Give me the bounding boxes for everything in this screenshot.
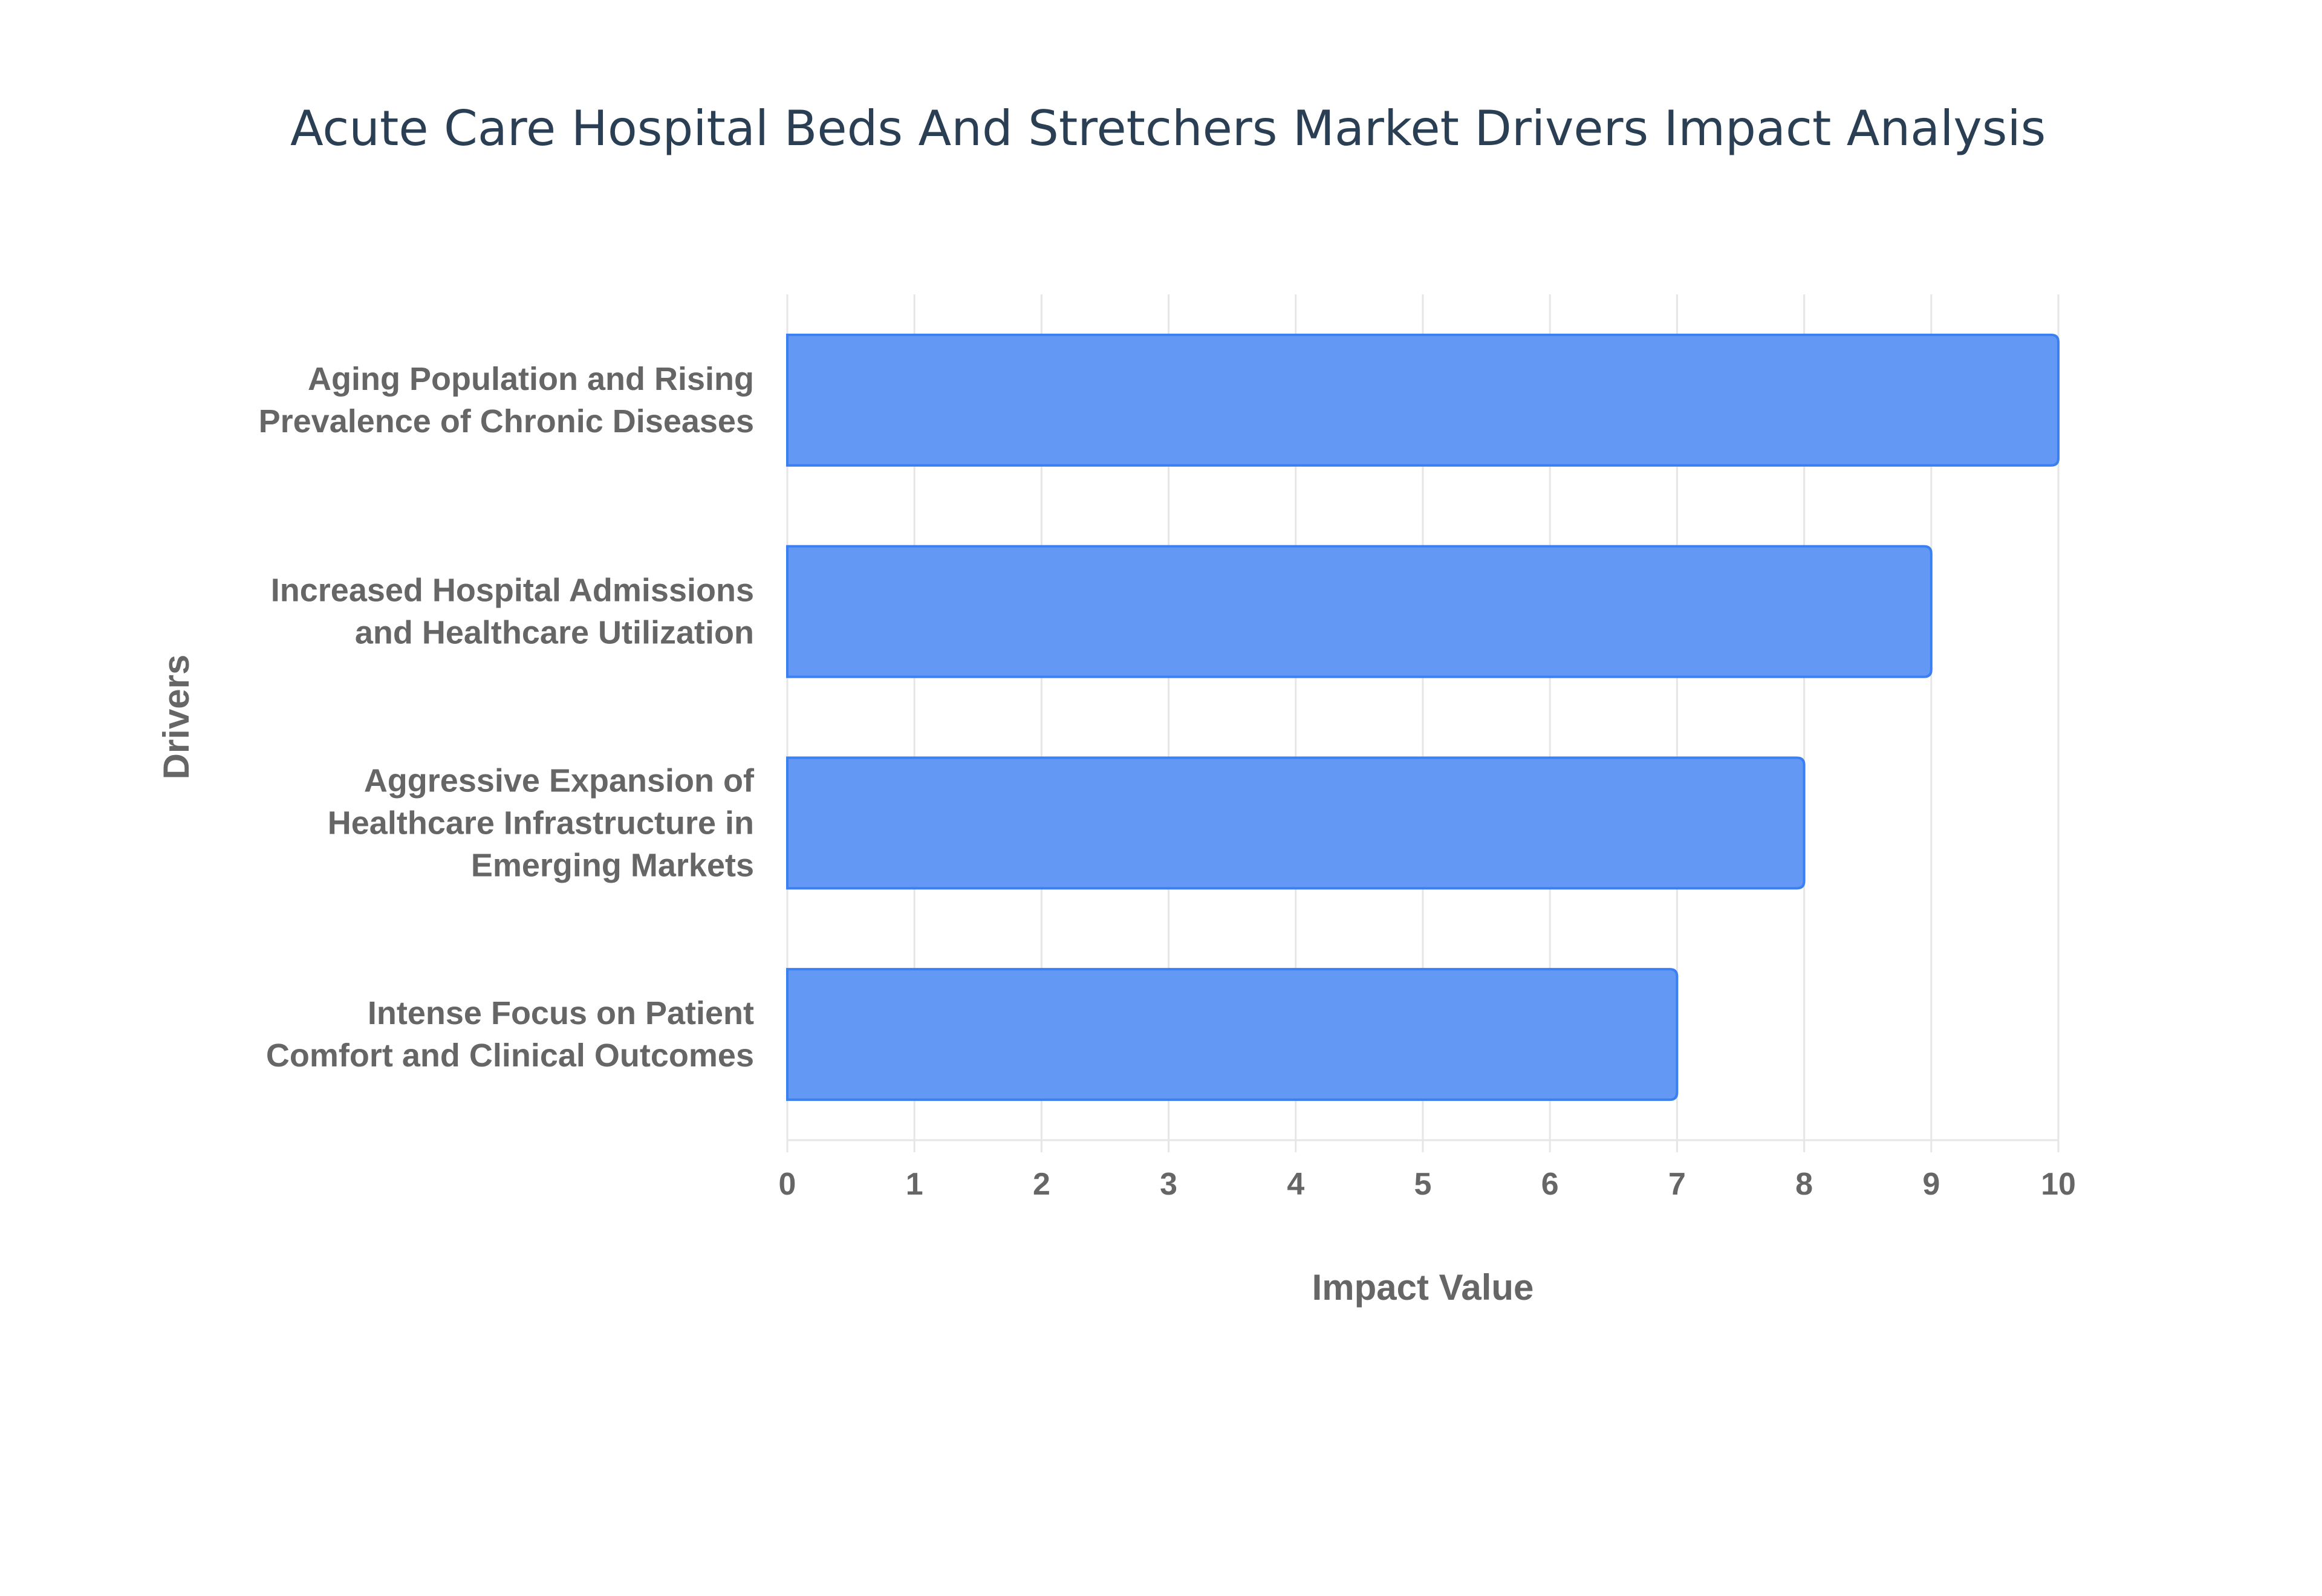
category-label: Prevalence of Chronic Diseases bbox=[259, 403, 754, 440]
chart-title: Acute Care Hospital Beds And Stretchers … bbox=[290, 100, 2046, 157]
x-tick-label: 0 bbox=[779, 1167, 796, 1202]
category-label: Comfort and Clinical Outcomes bbox=[266, 1037, 754, 1074]
bar bbox=[786, 968, 1679, 1101]
x-tick-label: 8 bbox=[1795, 1167, 1813, 1202]
bar bbox=[786, 756, 1806, 890]
x-tick-label: 4 bbox=[1287, 1167, 1304, 1202]
x-tick-label: 2 bbox=[1033, 1167, 1050, 1202]
category-label: Emerging Markets bbox=[471, 847, 754, 883]
category-label: and Healthcare Utilization bbox=[355, 615, 754, 651]
x-tick-label: 5 bbox=[1414, 1167, 1432, 1202]
x-tick-label: 9 bbox=[1922, 1167, 1940, 1202]
bars bbox=[786, 333, 2060, 1101]
category-label: Increased Hospital Admissions bbox=[271, 573, 754, 609]
bar bbox=[786, 545, 1933, 678]
x-tick-label: 1 bbox=[906, 1167, 923, 1202]
y-axis-title: Drivers bbox=[156, 655, 197, 780]
category-label: Aging Population and Rising bbox=[308, 361, 754, 397]
category-labels: Aging Population and Rising Prevalence of… bbox=[259, 361, 755, 1074]
x-tick-labels: 0 1 2 3 4 5 6 7 8 9 10 bbox=[779, 1167, 2076, 1202]
x-axis-title: Impact Value bbox=[1312, 1267, 1534, 1308]
category-label: Intense Focus on Patient bbox=[368, 995, 754, 1031]
category-label: Aggressive Expansion of bbox=[364, 762, 755, 799]
bar bbox=[786, 333, 2060, 467]
x-tick-label: 6 bbox=[1541, 1167, 1559, 1202]
x-tick-label: 7 bbox=[1668, 1167, 1686, 1202]
x-tick-label: 10 bbox=[2041, 1167, 2076, 1202]
x-tick-label: 3 bbox=[1160, 1167, 1177, 1202]
category-label: Healthcare Infrastructure in bbox=[328, 805, 754, 841]
